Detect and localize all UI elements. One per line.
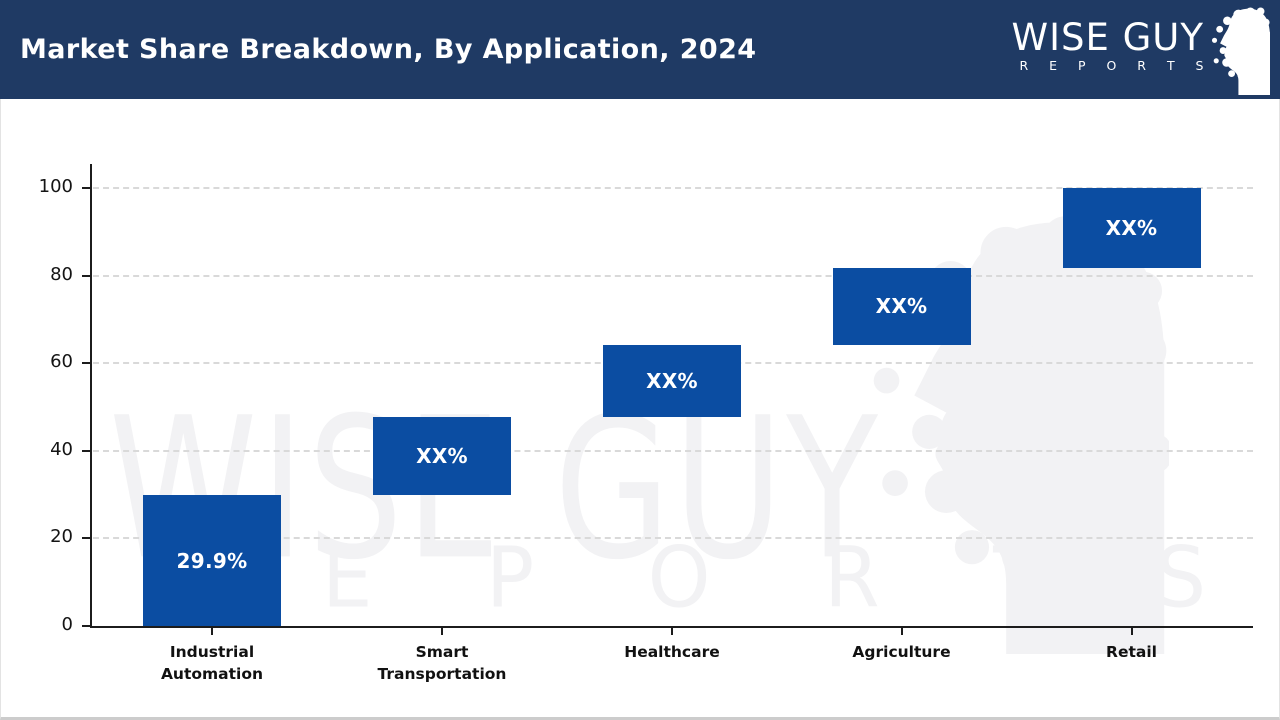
logo-wordmark: WISE GUY R E P O R T S [1012,19,1204,73]
y-tick-40 [82,449,91,452]
dotted-face-logo-icon [1211,7,1270,95]
wise-guy-reports-logo: WISE GUY R E P O R T S [1000,5,1270,95]
watermark-face-icon [873,216,1169,654]
x-category-label-2: Healthcare [624,643,720,661]
bar-value-label: XX% [875,294,928,319]
bar-healthcare: XX% [603,344,741,417]
y-tick-80 [82,274,91,277]
bar-value-label: XX% [646,368,698,393]
y-tick-100 [82,187,91,189]
x-category-label-0: Industrial Automation [160,643,264,683]
y-tick-0 [82,625,91,627]
x-category-label-1: Smart Transportation [377,643,507,683]
bar-value-label: XX% [1105,215,1158,240]
bar-agriculture: XX% [832,267,971,345]
logo-line1: WISE GUY [1011,16,1204,59]
bar-value-label: 29.9% [176,548,248,573]
x-category-label-4: Retail [1106,643,1157,661]
bar-retail: XX% [1062,188,1201,268]
bar-value-label: XX% [416,443,468,468]
gridline-80 [93,274,1253,277]
y-tick-label-0: 0 [61,614,73,635]
gridline-100 [93,187,1253,189]
y-axis-line [90,164,92,628]
page-title: Market Share Breakdown, By Application, … [20,34,757,65]
y-tick-label-20: 20 [50,526,73,548]
y-tick-20 [82,537,91,540]
logo-line2: R E P O R T S [1019,58,1212,73]
y-tick-60 [82,362,91,365]
x-tick-4 [1130,628,1133,635]
y-tick-label-100: 100 [38,176,73,197]
chart-card: WISE GUY R E P O R T S 0 20 40 60 80 100 29.9%… [0,99,1280,720]
x-tick-0 [211,628,213,635]
bar-smart-transportation: XX% [373,416,511,495]
gridline-20 [93,537,1253,540]
gridline-40 [93,449,1253,452]
x-axis-line [90,626,1253,628]
x-tick-2 [671,628,673,635]
bar-industrial-automation: 29.9% [143,495,281,626]
y-tick-label-80: 80 [50,263,73,285]
x-category-label-3: Agriculture [852,643,951,661]
y-tick-label-60: 60 [50,351,73,373]
x-tick-3 [900,628,903,635]
y-tick-label-40: 40 [50,438,73,460]
x-tick-1 [441,628,443,635]
header-bar: Market Share Breakdown, By Application, … [0,0,1280,99]
